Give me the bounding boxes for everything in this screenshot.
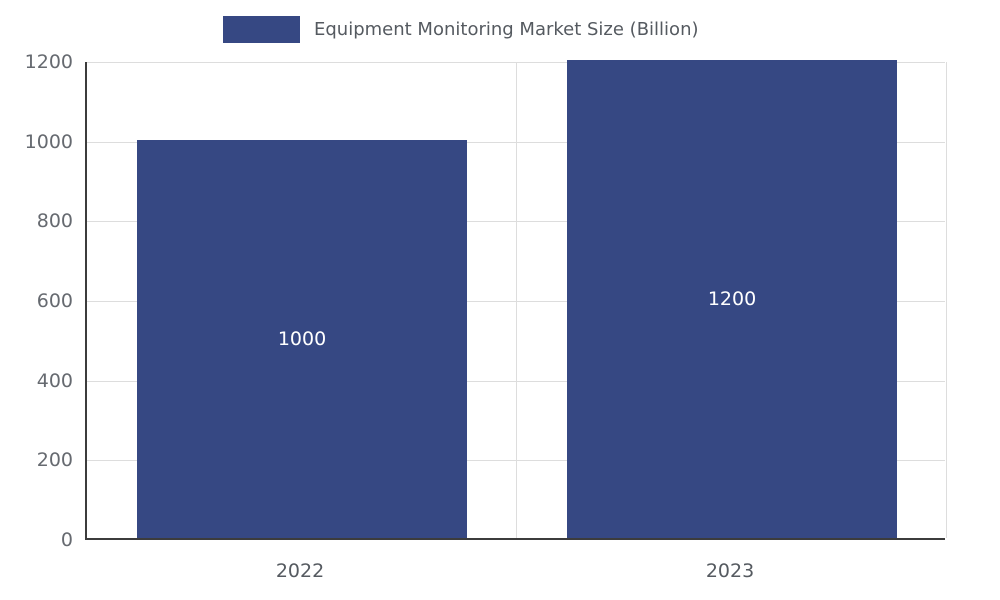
y-tick-label: 400 — [36, 369, 73, 392]
x-tick-label-2022: 2022 — [275, 560, 325, 582]
x-tick-label-2023: 2023 — [705, 560, 755, 582]
gridline-vertical — [946, 62, 947, 538]
legend: Equipment Monitoring Market Size (Billio… — [223, 16, 699, 43]
gridline-vertical — [516, 62, 517, 538]
y-tick-label: 800 — [36, 210, 73, 233]
y-tick-label: 1200 — [24, 51, 73, 73]
y-tick-label: 1000 — [24, 130, 73, 153]
y-tick-label: 0 — [60, 529, 73, 551]
legend-swatch — [223, 16, 300, 43]
plot-area: 1000 1200 — [85, 60, 947, 540]
y-tick-label: 200 — [36, 449, 73, 472]
y-tick-label: 600 — [36, 290, 73, 312]
bar-value-label: 1200 — [707, 288, 757, 310]
bar-2022: 1000 — [137, 139, 467, 538]
bar-2023: 1200 — [567, 60, 897, 538]
bar-value-label: 1000 — [277, 327, 327, 350]
chart-title: Equipment Monitoring Market Size (Billio… — [314, 19, 699, 40]
